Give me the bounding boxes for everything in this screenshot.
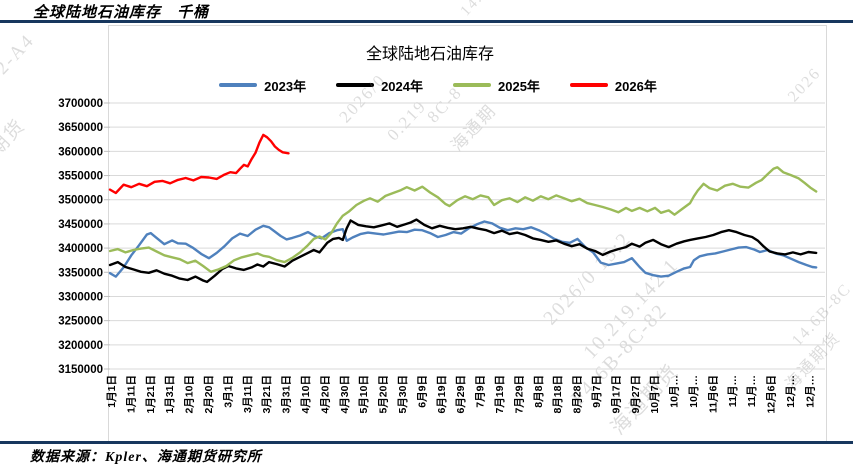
x-axis-label: 12月6日 xyxy=(766,375,778,414)
x-axis-label: 1月1日 xyxy=(106,375,118,408)
x-axis-label: 8月28日 xyxy=(572,375,584,414)
x-axis-label: 6月9日 xyxy=(416,375,428,408)
x-axis-label: 2月10日 xyxy=(184,375,196,414)
legend-item-2026年: 2026年 xyxy=(569,76,657,95)
legend-label: 2025年 xyxy=(498,78,540,94)
legend-swatch xyxy=(569,83,608,87)
x-axis-label: 11月… xyxy=(727,375,739,407)
y-axis-label: 3400000 xyxy=(58,243,103,255)
x-axis-label: 10月7日 xyxy=(649,375,661,414)
y-axis-label: 3150000 xyxy=(58,364,103,376)
x-axis-label: 9月17日 xyxy=(610,375,622,414)
series-line-2024年 xyxy=(108,218,818,284)
x-axis-label: 10月… xyxy=(669,375,681,408)
x-axis-label: 5月20日 xyxy=(378,375,390,414)
legend-label: 2023年 xyxy=(264,78,307,94)
x-axis-label: 9月27日 xyxy=(630,375,642,414)
x-axis-label: 10月… xyxy=(688,375,700,408)
chart-title: 全球陆地石油库存 xyxy=(365,46,494,63)
chart-legend: 2023年 2024年 2025年 2026年 xyxy=(108,76,768,94)
x-axis-label: 2月20日 xyxy=(203,375,215,414)
report-title: 全球陆地石油库存 千桶 xyxy=(33,5,210,21)
x-axis-label: 1月31日 xyxy=(164,375,176,414)
legend-item-2024年: 2024年 xyxy=(336,76,423,95)
legend-label: 2024年 xyxy=(381,78,423,94)
legend-item-2025年: 2025年 xyxy=(453,76,540,95)
legend-item-2023年: 2023年 xyxy=(219,76,306,95)
legend-label: 2026年 xyxy=(614,78,657,94)
y-axis-label: 3650000 xyxy=(58,122,103,134)
y-axis-label: 3350000 xyxy=(58,267,103,279)
x-axis-label: 11月… xyxy=(746,375,758,407)
y-axis-label: 3300000 xyxy=(58,291,103,303)
series-line-2026年 xyxy=(108,133,290,195)
y-axis-label: 3550000 xyxy=(58,171,103,183)
y-axis-label: 3200000 xyxy=(58,340,103,352)
legend-swatch xyxy=(336,83,375,87)
y-axis-label: 3600000 xyxy=(58,146,103,158)
x-axis-label: 7月19日 xyxy=(494,375,506,414)
x-axis-label: 4月10日 xyxy=(300,375,312,414)
x-axis-label: 6月19日 xyxy=(436,375,448,414)
x-axis-label: 4月20日 xyxy=(319,375,331,414)
x-axis-label: 1月21日 xyxy=(145,375,157,414)
legend-swatch xyxy=(453,83,491,87)
x-axis-label: 12月… xyxy=(785,375,797,408)
x-axis-label: 12月… xyxy=(804,375,816,408)
x-axis-label: 7月9日 xyxy=(475,375,487,408)
x-axis-label: 3月21日 xyxy=(261,375,273,414)
x-axis-label: 5月30日 xyxy=(397,375,409,414)
x-axis-label: 9月7日 xyxy=(591,375,603,408)
data-source: 数据来源：Kpler、海通期货研究所 xyxy=(30,450,262,465)
header-divider xyxy=(0,20,853,23)
x-axis-label: 1月11日 xyxy=(125,375,137,413)
x-axis-label: 6月29日 xyxy=(455,375,467,414)
footer-divider xyxy=(0,441,853,444)
x-axis-label: 8月8日 xyxy=(533,375,545,408)
y-axis-label: 3450000 xyxy=(58,219,103,231)
x-axis-label: 11月6日 xyxy=(707,375,719,413)
x-axis-label: 3月11日 xyxy=(242,375,254,413)
x-axis-label: 4月30日 xyxy=(339,375,351,414)
series-line-2025年 xyxy=(108,166,818,273)
y-axis-label: 3700000 xyxy=(58,98,103,110)
x-axis-label: 8月18日 xyxy=(552,375,564,414)
series-line-2023年 xyxy=(108,220,818,278)
y-axis-label: 3250000 xyxy=(58,316,103,328)
x-axis-label: 3月1日 xyxy=(222,375,234,408)
x-axis-label: 3月31日 xyxy=(281,375,293,414)
x-axis-label: 7月29日 xyxy=(513,375,525,414)
x-axis-label: 5月10日 xyxy=(358,375,370,414)
legend-swatch xyxy=(219,83,258,87)
y-axis-label: 3500000 xyxy=(58,195,103,207)
